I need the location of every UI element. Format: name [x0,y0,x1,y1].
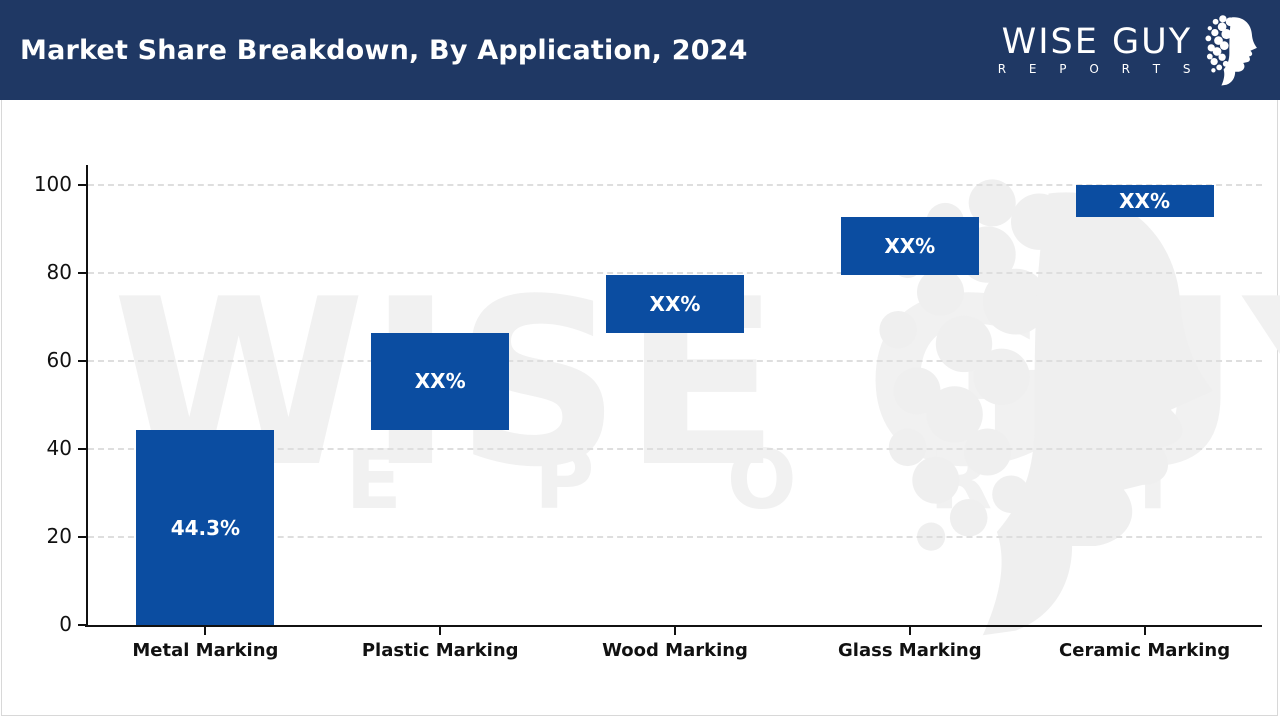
wiseguy-head-icon [1204,8,1262,92]
y-axis-label: 100 [33,172,72,196]
y-axis-tick [78,360,87,362]
y-axis-label: 80 [46,260,72,284]
x-axis-label: Ceramic Marking [1059,640,1231,661]
waterfall-chart: WISE GUY R E P O R T S 02040608010044.3%… [0,100,1280,720]
gridline [88,536,1262,538]
gridline [88,360,1262,362]
y-axis-tick [78,624,87,626]
x-axis-tick [908,627,911,635]
gridline [88,184,1262,186]
logo-brand-name: WISE GUY [1001,22,1193,63]
wiseguy-logo: WISE GUY R E P O R T S [994,8,1262,92]
waterfall-bar: XX% [840,217,979,276]
y-axis-label: 0 [59,612,72,636]
chart-title: Market Share Breakdown, By Application, … [20,34,748,66]
y-axis-label: 20 [46,524,72,548]
waterfall-bar: XX% [1075,185,1214,218]
x-axis-label: Plastic Marking [361,640,519,661]
bar-value-label: XX% [884,234,936,259]
logo-brand-subtitle: R E P O R T S [997,61,1200,76]
bar-value-label: XX% [1119,189,1171,214]
x-axis-label: Glass Marking [838,640,982,661]
x-axis-tick [439,627,442,635]
waterfall-bar: XX% [606,275,744,333]
y-axis-tick [78,272,87,274]
bar-value-label: XX% [649,292,701,316]
wiseguy-logo-text: WISE GUY R E P O R T S [994,24,1200,76]
y-axis-label: 40 [46,436,72,460]
gridline [88,272,1262,274]
y-axis-spine [86,165,88,627]
y-axis-tick [78,448,87,450]
y-axis-label: 60 [46,348,72,372]
y-axis-tick [78,536,87,538]
bar-value-label: 44.3% [170,515,241,540]
x-axis-tick [204,627,207,635]
x-axis-label: Metal Marking [132,640,279,661]
waterfall-bar: 44.3% [136,430,275,625]
x-axis-tick [1143,627,1146,635]
bar-value-label: XX% [414,369,466,394]
y-axis-tick [78,184,87,186]
waterfall-bar: XX% [371,332,510,431]
x-axis-label: Wood Marking [602,640,748,661]
x-axis-spine [85,625,1262,627]
gridline [88,448,1262,450]
header: Market Share Breakdown, By Application, … [0,0,1280,100]
x-axis-tick [674,627,676,635]
